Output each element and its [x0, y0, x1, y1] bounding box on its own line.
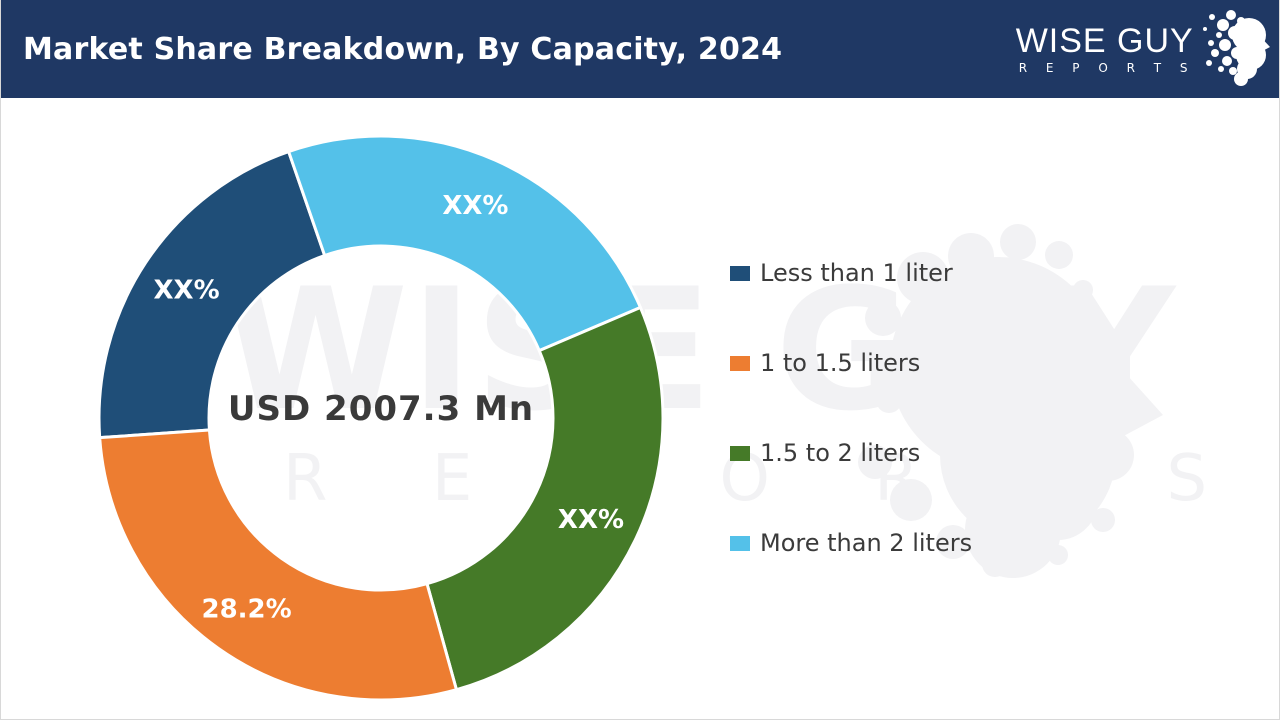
legend-item-label: 1.5 to 2 liters: [760, 439, 921, 467]
logo-text-block: WISE GUY R E P O R T S: [1016, 24, 1195, 75]
page-title: Market Share Breakdown, By Capacity, 202…: [23, 31, 783, 67]
legend-item: 1.5 to 2 liters: [730, 438, 972, 468]
logo-name-text: WISE GUY: [1015, 21, 1194, 60]
legend-swatch-icon: [730, 445, 750, 461]
legend-swatch-icon: [730, 265, 750, 281]
wiseguy-logo: WISE GUY R E P O R T S: [1016, 4, 1271, 94]
donut-segment-1-5-to-2-liters: [425, 305, 665, 692]
legend-item: More than 2 liters: [730, 528, 972, 558]
logo-subtitle-text: R E P O R T S: [1018, 60, 1195, 75]
segment-value-label: XX%: [442, 191, 508, 221]
header-bar: Market Share Breakdown, By Capacity, 202…: [1, 0, 1279, 98]
segment-value-label: XX%: [154, 276, 220, 306]
donut-segment-more-than-2-liters: [287, 134, 642, 353]
legend-item: 1 to 1.5 liters: [730, 348, 972, 378]
segment-value-label: XX%: [558, 505, 624, 535]
chart-legend: Less than 1 liter 1 to 1.5 liters 1.5 to…: [730, 258, 972, 618]
logo-head-icon: [1203, 10, 1270, 86]
legend-item: Less than 1 liter: [730, 258, 972, 288]
wiseguy-head-watermark-icon: [858, 224, 1163, 578]
donut-segment-less-than-1-liter: [97, 150, 327, 440]
chart-center-value: USD 2007.3 Mn: [227, 389, 535, 429]
segment-value-label: 28.2%: [201, 594, 291, 624]
donut-segment-1-to-1-5-liters: [98, 428, 458, 702]
legend-item-label: 1 to 1.5 liters: [760, 349, 921, 377]
legend-swatch-icon: [730, 535, 750, 551]
legend-swatch-icon: [730, 355, 750, 371]
legend-item-label: Less than 1 liter: [760, 259, 953, 287]
legend-item-label: More than 2 liters: [760, 529, 973, 557]
donut-chart: XX% XX% XX% 28.2%: [97, 134, 665, 702]
